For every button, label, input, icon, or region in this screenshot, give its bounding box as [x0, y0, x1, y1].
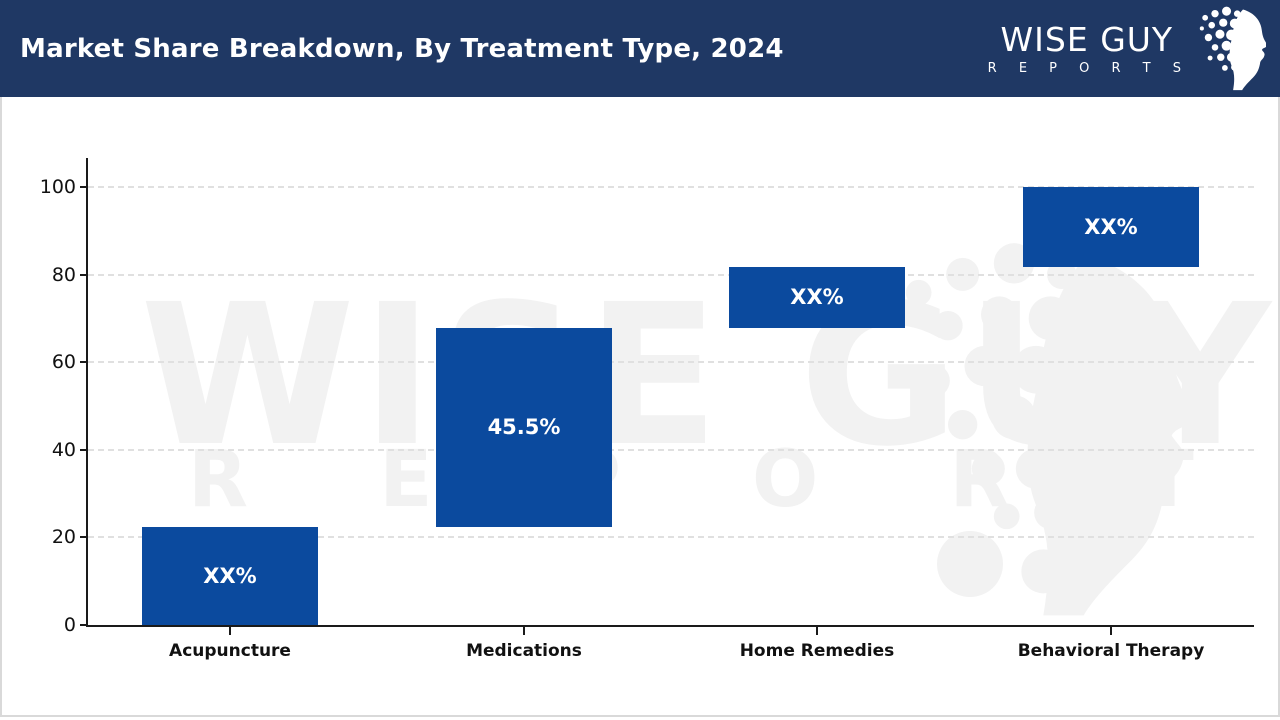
x-tick-label-behavioral-therapy: Behavioral Therapy [1017, 641, 1205, 661]
x-tick-label-acupuncture: Acupuncture [169, 641, 291, 661]
bar-value-label: 45.5% [487, 415, 561, 440]
gridline-y-100 [88, 186, 1254, 188]
y-tick-label-40: 40 [51, 438, 76, 461]
gridline-y-40 [88, 448, 1254, 451]
x-tick-behavioral-therapy [1110, 627, 1112, 635]
x-tick-home-remedies [816, 627, 818, 635]
y-tick-20 [80, 536, 88, 539]
y-tick-80 [80, 273, 88, 276]
bar-acupuncture: XX% [142, 526, 318, 625]
y-tick-label-80: 80 [51, 263, 76, 286]
y-axis-spine [86, 158, 88, 627]
brand-logo: WISE GUY R E P O R T S [984, 5, 1266, 93]
gridline-y-20 [88, 536, 1254, 539]
page-title: Market Share Breakdown, By Treatment Typ… [20, 33, 784, 64]
gridline-y-80 [88, 273, 1254, 276]
bar-behavioral-therapy: XX% [1023, 187, 1199, 267]
y-tick-label-100: 100 [39, 176, 76, 198]
y-tick-60 [80, 361, 88, 364]
bar-medications: 45.5% [436, 327, 612, 527]
bar-home-remedies: XX% [729, 266, 905, 328]
bar-value-label: XX% [203, 563, 257, 588]
y-tick-40 [80, 448, 88, 451]
watermark-head-icon [905, 243, 1190, 616]
y-tick-label-0: 0 [63, 614, 76, 636]
y-tick-label-20: 20 [51, 526, 76, 549]
bar-value-label: XX% [790, 285, 844, 310]
chart-canvas: WISE GUY R E P O R T S 020406080100XX%Ac… [0, 97, 1280, 720]
logo-text: WISE GUY R E P O R T S [984, 23, 1190, 75]
x-tick-label-medications: Medications [466, 641, 582, 661]
y-tick-100 [80, 186, 88, 188]
gridline-y-60 [88, 361, 1254, 364]
x-axis-spine [86, 625, 1254, 627]
logo-reports-text: R E P O R T S [987, 60, 1190, 76]
y-tick-0 [80, 624, 88, 626]
bar-value-label: XX% [1084, 214, 1138, 239]
y-tick-label-60: 60 [51, 351, 76, 374]
logo-head-icon [1199, 6, 1266, 90]
x-tick-label-home-remedies: Home Remedies [739, 641, 895, 661]
header: Market Share Breakdown, By Treatment Typ… [0, 0, 1280, 97]
x-tick-medications [523, 627, 525, 635]
logo-wordmark: WISE GUY [1000, 19, 1174, 59]
x-tick-acupuncture [229, 627, 231, 635]
